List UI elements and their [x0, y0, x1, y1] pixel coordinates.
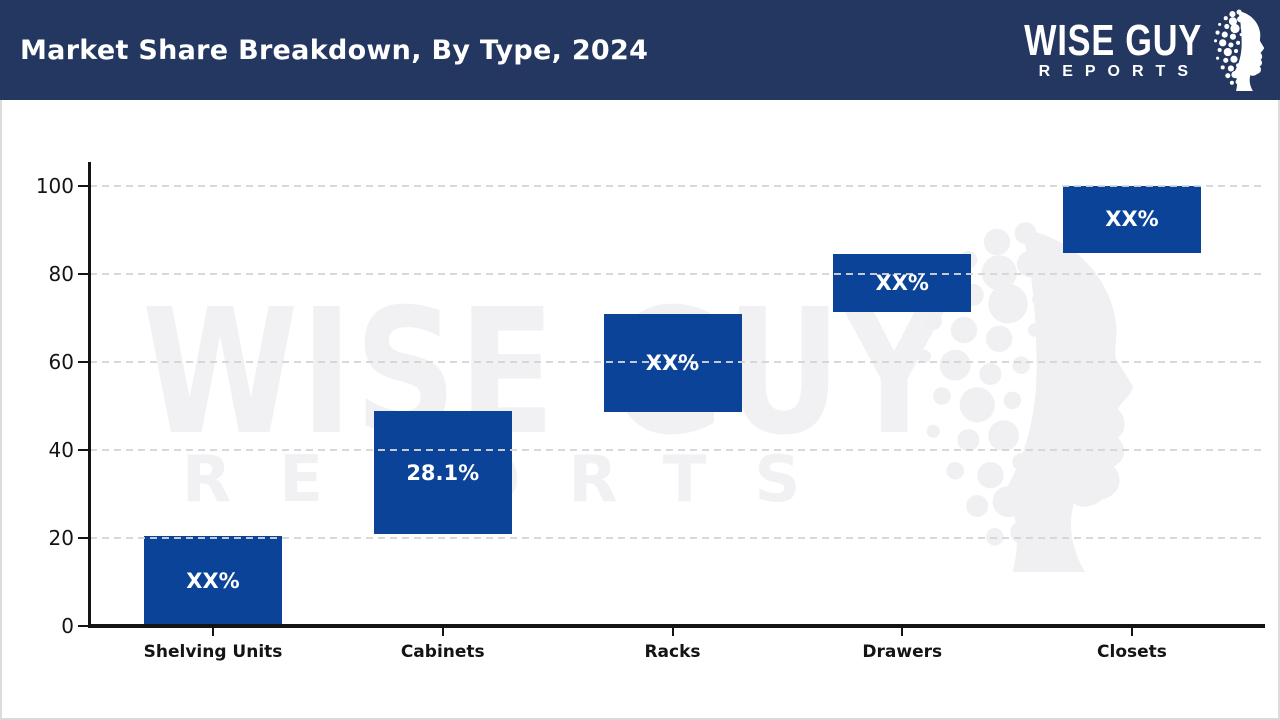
wiseguy-face-icon	[1213, 9, 1265, 91]
bar-value-label: XX%	[645, 350, 700, 375]
x-axis-tick-4	[1131, 628, 1133, 636]
watermark-wordmark: WISE GUY	[142, 271, 948, 473]
bar-value-label: 28.1%	[406, 460, 480, 485]
bar-drawers	[833, 253, 972, 313]
x-axis-label-2: Racks	[644, 642, 701, 662]
gridline-40	[90, 449, 1265, 451]
y-axis-tick-0	[78, 625, 88, 627]
y-axis-tick-label-80: 80	[48, 262, 74, 286]
gridline-20	[90, 537, 1265, 539]
x-axis-label-3: Drawers	[862, 642, 943, 662]
y-axis-tick-label-40: 40	[48, 438, 74, 462]
y-axis-line	[88, 162, 91, 628]
page-title: Market Share Breakdown, By Type, 2024	[20, 34, 649, 66]
y-axis-tick-label-60: 60	[48, 350, 74, 374]
logo-wordmark: WISE GUY	[1024, 15, 1202, 65]
logo-subtitle: REPORTS	[1038, 62, 1200, 80]
y-axis-tick-label-0: 0	[61, 614, 74, 638]
bar-value-label: XX%	[875, 271, 929, 296]
chart-area: WISE GUY REPORTS 0 20 40 60 80 100 XX% Shelving…	[0, 100, 1280, 720]
x-axis-tick-2	[671, 628, 674, 636]
y-axis-tick-label-100: 100	[35, 174, 74, 198]
wiseguy-logo: WISE GUY REPORTS	[974, 6, 1266, 94]
y-axis-tick-100	[78, 185, 88, 187]
x-axis-tick-0	[212, 628, 214, 636]
y-axis-tick-80	[78, 273, 88, 275]
bar-value-label: XX%	[1105, 207, 1159, 232]
y-axis-tick-20	[78, 537, 88, 539]
x-axis-line	[88, 624, 1265, 628]
y-axis-tick-label-20: 20	[48, 526, 74, 550]
x-axis-label-4: Closets	[1097, 642, 1167, 662]
x-axis-label-0: Shelving Units	[143, 642, 283, 662]
bar-value-label: XX%	[186, 569, 240, 594]
y-axis-tick-60	[78, 361, 88, 363]
watermark-subtitle: REPORTS	[182, 443, 849, 517]
x-axis-tick-3	[901, 628, 904, 636]
gridline-100	[90, 185, 1265, 187]
bar-closets	[1063, 186, 1201, 253]
x-axis-label-1: Cabinets	[400, 642, 485, 662]
wiseguy-logo-text: WISE GUY REPORTS	[974, 15, 1202, 80]
bar-shelving-units	[144, 536, 282, 626]
header-bar: Market Share Breakdown, By Type, 2024 WI…	[0, 0, 1280, 100]
x-axis-tick-1	[441, 628, 444, 636]
gridline-60	[90, 361, 1265, 363]
gridline-80	[90, 273, 1265, 275]
y-axis-tick-40	[78, 449, 88, 451]
bar-cabinets	[373, 410, 512, 535]
